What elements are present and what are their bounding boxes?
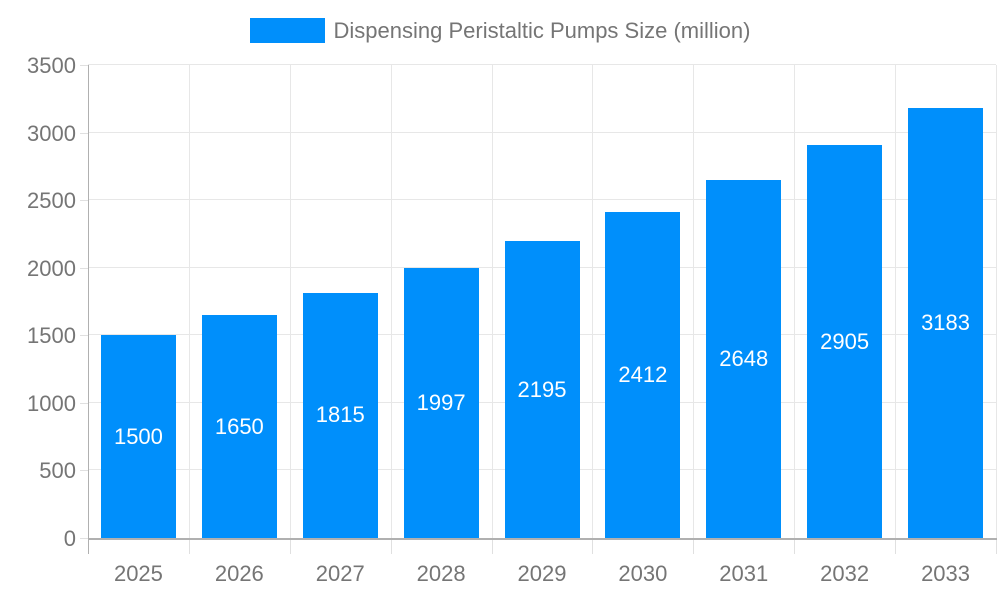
legend-label: Dispensing Peristaltic Pumps Size (milli… <box>333 18 751 43</box>
bar-2025[interactable] <box>100 335 176 538</box>
x-axis-tick <box>491 540 493 554</box>
x-axis-line <box>88 538 997 540</box>
y-axis-tick <box>80 200 88 202</box>
plot-area: 1500 1650 1815 1997 2195 2412 2648 2905 3183 <box>88 64 997 538</box>
y-axis-label: 0 <box>63 526 76 551</box>
x-axis-tick <box>592 540 594 554</box>
gridline-vertical <box>693 65 695 538</box>
legend[interactable]: Dispensing Peristaltic Pumps Size (milli… <box>0 17 1000 44</box>
y-axis-tick <box>80 65 88 66</box>
x-axis-label: 2031 <box>719 561 769 586</box>
y-axis-label: 3000 <box>27 120 76 146</box>
x-axis-tick <box>895 540 897 554</box>
gridline-vertical <box>390 65 392 538</box>
x-axis-tick <box>390 540 392 554</box>
x-axis-label: 2033 <box>921 561 971 586</box>
y-axis-label: 1000 <box>27 390 76 416</box>
bar-2033[interactable] <box>908 107 984 538</box>
x-axis-tick <box>996 540 997 554</box>
gridline-horizontal <box>88 199 996 201</box>
x-axis-label: 2029 <box>517 561 567 586</box>
bar-2032[interactable] <box>807 145 883 538</box>
gridline-vertical <box>491 65 493 538</box>
y-axis-label: 2500 <box>27 188 76 214</box>
y-axis-label: 2000 <box>27 255 76 281</box>
x-axis-label: 2030 <box>618 561 668 586</box>
legend-swatch <box>249 18 325 43</box>
y-axis-label: 500 <box>39 458 76 484</box>
x-axis-label: 2027 <box>315 561 365 586</box>
y-axis-tick <box>80 402 88 404</box>
bar-2030[interactable] <box>605 212 681 538</box>
bar-2026[interactable] <box>201 315 277 538</box>
gridline-vertical <box>794 65 796 538</box>
gridline-vertical <box>895 65 897 538</box>
x-axis-label: 2032 <box>820 561 870 586</box>
gridline-horizontal <box>88 64 996 65</box>
x-axis-tick <box>693 540 695 554</box>
y-axis-line <box>88 65 89 554</box>
bar-2028[interactable] <box>403 268 479 538</box>
y-axis-tick <box>80 335 88 337</box>
gridline-vertical <box>188 65 190 538</box>
gridline-horizontal <box>88 131 996 133</box>
bar-2029[interactable] <box>504 241 580 538</box>
bar-2027[interactable] <box>302 292 378 538</box>
y-axis-tick <box>80 267 88 269</box>
x-axis-tick <box>794 540 796 554</box>
gridline-vertical <box>592 65 594 538</box>
x-axis-label: 2025 <box>113 561 163 586</box>
y-axis-label: 1500 <box>27 323 76 349</box>
x-axis-label: 2028 <box>416 561 466 586</box>
y-axis-tick <box>80 538 88 539</box>
x-axis-tick <box>188 540 190 554</box>
gridline-vertical <box>289 65 291 538</box>
y-axis-tick <box>80 470 88 472</box>
x-axis-tick <box>289 540 291 554</box>
y-axis-tick <box>80 132 88 134</box>
y-axis-label: 3500 <box>27 53 76 78</box>
gridline-vertical <box>996 65 997 538</box>
bar-2031[interactable] <box>706 180 782 538</box>
x-axis-label: 2026 <box>214 561 264 586</box>
